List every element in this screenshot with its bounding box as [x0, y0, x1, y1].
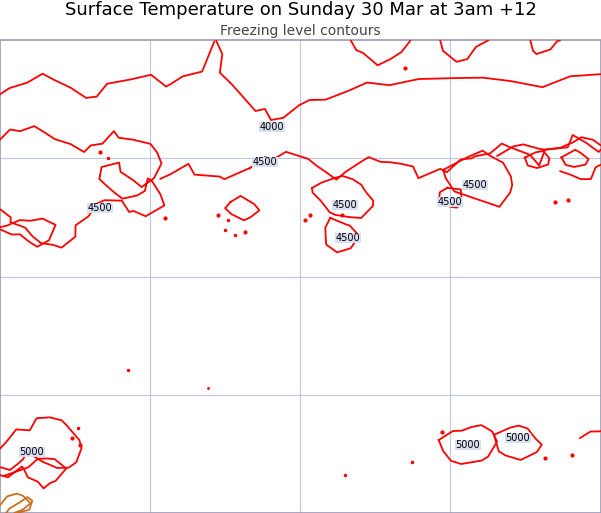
Text: 5000: 5000 [505, 433, 530, 443]
Text: Surface Temperature on Sunday 30 Mar at 3am +12: Surface Temperature on Sunday 30 Mar at … [64, 1, 537, 19]
Text: 4000: 4000 [260, 122, 284, 132]
Text: 4500: 4500 [336, 233, 361, 243]
Text: 4500: 4500 [252, 157, 277, 167]
Text: Freezing level contours: Freezing level contours [220, 24, 381, 38]
Text: 4500: 4500 [88, 203, 112, 213]
Text: 4500: 4500 [438, 197, 462, 207]
Text: 4500: 4500 [463, 180, 487, 190]
Text: 4500: 4500 [333, 200, 358, 210]
Text: 5000: 5000 [20, 447, 44, 457]
Text: 5000: 5000 [456, 440, 480, 450]
